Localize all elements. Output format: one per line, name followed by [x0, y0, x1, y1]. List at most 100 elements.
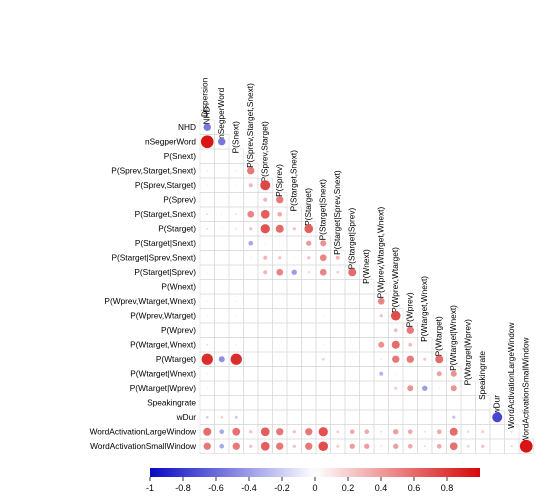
diag-label: P(Wtarget|Wnext) — [448, 305, 458, 371]
row-label: Speakingrate — [147, 397, 196, 407]
matrix-cell — [215, 280, 230, 295]
corr-circle — [207, 156, 208, 157]
matrix-cell — [215, 193, 230, 208]
corr-circle — [265, 243, 266, 244]
corr-circle — [481, 445, 484, 448]
corr-circle — [393, 429, 398, 434]
corr-circle — [261, 210, 270, 219]
corr-circle — [452, 416, 455, 419]
colorbar-tick-label: 0 — [312, 483, 317, 493]
matrix-cell — [345, 352, 360, 367]
matrix-cell — [229, 367, 244, 382]
matrix-cell — [258, 381, 273, 396]
corr-circle — [451, 371, 457, 377]
matrix-cell — [432, 396, 447, 411]
matrix-cell — [244, 410, 259, 425]
corr-circle — [220, 416, 223, 419]
matrix-cell — [287, 381, 302, 396]
corr-circle — [424, 445, 426, 447]
corr-circle — [318, 441, 328, 451]
matrix-cell — [287, 294, 302, 309]
row-label: P(Wtarget|Wprev) — [130, 383, 196, 393]
corr-circle — [393, 444, 398, 449]
corr-circle — [207, 243, 208, 244]
matrix-cell — [215, 294, 230, 309]
corr-circle — [394, 328, 398, 332]
matrix-cell — [360, 381, 375, 396]
matrix-cell — [244, 294, 259, 309]
corr-circle — [247, 211, 254, 218]
matrix-cell — [215, 396, 230, 411]
matrix-cell — [302, 280, 317, 295]
matrix-cell — [244, 280, 259, 295]
corr-circle — [235, 416, 238, 419]
matrix-cell — [244, 193, 259, 208]
matrix-cell — [389, 410, 404, 425]
matrix-cell — [374, 381, 389, 396]
corr-circle — [380, 445, 382, 447]
matrix-cell — [258, 309, 273, 324]
corr-circle — [276, 196, 283, 203]
corr-circle — [202, 354, 213, 365]
corr-circle — [206, 344, 208, 346]
diag-label: P(Wtarget) — [433, 316, 443, 356]
matrix-cell — [287, 352, 302, 367]
corr-circle — [249, 183, 253, 187]
matrix-cell — [287, 309, 302, 324]
matrix-cell — [287, 338, 302, 353]
corr-circle — [323, 344, 324, 345]
corr-circle — [407, 356, 414, 363]
corr-circle — [247, 167, 254, 174]
colorbar-tick-label: -0.6 — [208, 483, 224, 493]
matrix-cell — [374, 410, 389, 425]
matrix-cell — [287, 323, 302, 338]
matrix-cell — [418, 410, 433, 425]
corr-circle — [380, 314, 383, 317]
corr-circle — [511, 445, 513, 447]
matrix-cell — [302, 323, 317, 338]
corr-circle — [221, 214, 222, 215]
corr-circle — [364, 444, 369, 449]
matrix-cell — [316, 323, 331, 338]
matrix-cell — [244, 265, 259, 280]
corr-circle — [207, 388, 208, 389]
matrix-cell — [302, 294, 317, 309]
matrix-cell — [244, 352, 259, 367]
diag-label: NHD — [201, 106, 211, 124]
corr-circle — [407, 385, 413, 391]
diag-label: P(Wprev,Wtarget,Wnext) — [375, 207, 385, 299]
corr-circle — [437, 371, 442, 376]
matrix-cell — [331, 294, 346, 309]
diag-label: P(Starget|Sprev) — [346, 207, 356, 269]
corr-circle — [437, 444, 442, 449]
matrix-cell — [215, 338, 230, 353]
matrix-cell — [302, 410, 317, 425]
matrix-cell — [403, 396, 418, 411]
corr-circle — [467, 431, 469, 433]
corr-circle — [336, 445, 339, 448]
corr-circle — [511, 431, 513, 433]
corr-circle — [218, 138, 225, 145]
matrix-cell — [200, 396, 215, 411]
diag-label: P(Starget|Snext) — [317, 179, 327, 240]
matrix-cell — [215, 164, 230, 179]
matrix-cell — [331, 309, 346, 324]
corr-circle — [392, 341, 400, 349]
corr-circle — [394, 387, 397, 390]
corr-circle — [293, 430, 296, 433]
matrix-cell — [331, 367, 346, 382]
corr-circle — [248, 241, 253, 246]
corr-circle — [260, 180, 270, 190]
corr-circle — [236, 185, 237, 186]
corr-circle — [263, 198, 267, 202]
diag-label: P(Sprev,Starget,Snext) — [245, 83, 255, 168]
corr-circle — [263, 256, 267, 260]
corr-circle — [235, 344, 237, 346]
row-label: P(Wprev) — [161, 325, 196, 335]
corr-circle — [308, 271, 310, 273]
corr-circle — [293, 213, 295, 215]
diag-label: nSegperWord — [216, 87, 226, 138]
diag-label: P(Starget) — [303, 188, 313, 226]
corr-circle — [235, 170, 237, 172]
corr-circle — [206, 228, 208, 230]
